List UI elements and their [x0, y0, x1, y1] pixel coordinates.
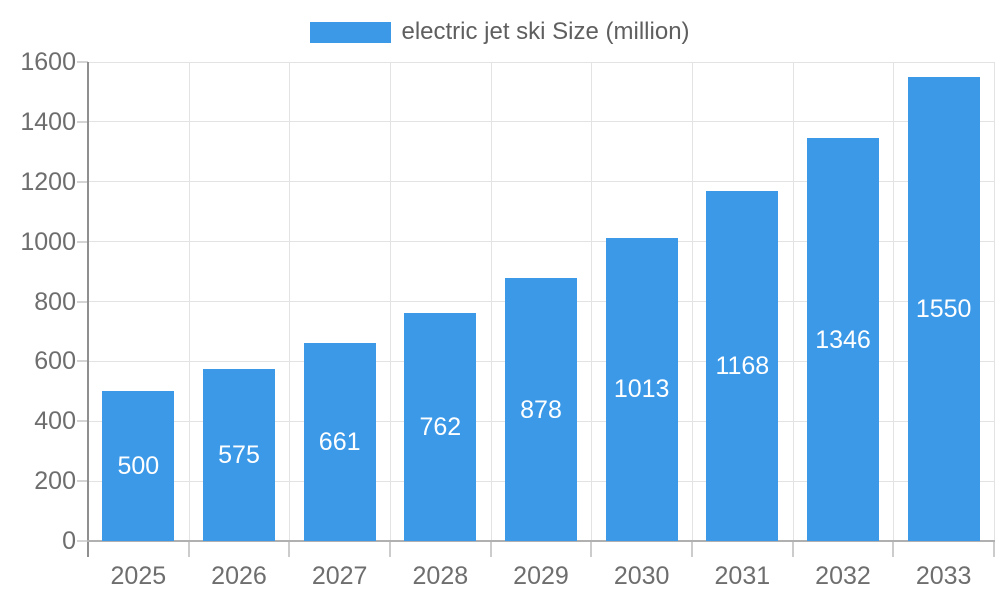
x-tick — [489, 542, 492, 557]
v-gridline — [792, 62, 794, 541]
legend-label: electric jet ski Size (million) — [401, 18, 690, 45]
y-tick-label: 200 — [34, 467, 76, 496]
legend-swatch — [310, 21, 392, 43]
bar-value-label: 1346 — [815, 325, 871, 354]
y-tick — [77, 420, 88, 423]
y-tick-label: 400 — [34, 407, 76, 436]
x-tick — [791, 542, 794, 557]
y-tick-label: 600 — [34, 347, 76, 376]
x-tick — [691, 542, 693, 557]
v-gridline — [289, 62, 291, 541]
x-tick-label: 2030 — [613, 562, 670, 590]
x-tick-label: 2033 — [915, 562, 972, 590]
x-axis-line — [87, 540, 995, 542]
y-tick-label: 800 — [34, 287, 76, 316]
bar-value-label: 1013 — [613, 375, 670, 404]
bar-value-label: 500 — [117, 452, 160, 481]
y-tick — [77, 480, 88, 483]
y-tick-label: 1200 — [20, 167, 76, 196]
y-tick-label: 1000 — [20, 227, 76, 256]
bar-value-label: 878 — [520, 395, 562, 424]
x-tick-label: 2027 — [311, 562, 368, 590]
x-tick-label: 2032 — [815, 562, 871, 590]
bar — [706, 191, 779, 541]
v-gridline — [591, 62, 593, 541]
x-tick-label: 2031 — [714, 562, 771, 590]
y-tick-label: 1400 — [20, 107, 76, 136]
x-tick-label: 2028 — [412, 562, 469, 590]
y-tick — [77, 360, 88, 363]
bar-value-label: 762 — [419, 412, 462, 441]
x-tick — [993, 542, 995, 557]
bar — [203, 368, 275, 541]
x-tick-label: 2025 — [110, 562, 167, 590]
h-gridline — [88, 241, 994, 243]
y-tick — [77, 61, 88, 63]
bar-value-label: 1168 — [715, 352, 770, 381]
x-tick — [590, 542, 593, 557]
x-tick — [187, 542, 190, 557]
x-tick — [288, 542, 291, 557]
y-tick-label: 1600 — [20, 48, 76, 76]
bar — [404, 312, 477, 541]
v-gridline — [490, 62, 492, 541]
y-tick — [77, 180, 88, 183]
h-gridline — [88, 181, 994, 183]
y-axis-line — [87, 62, 89, 557]
bar-value-label: 575 — [218, 440, 260, 469]
bar — [102, 391, 175, 541]
x-tick — [389, 542, 391, 557]
bar — [907, 76, 980, 541]
x-tick-label: 2026 — [211, 562, 267, 590]
bar-value-label: 1550 — [915, 294, 972, 323]
x-tick — [892, 542, 895, 557]
v-gridline — [390, 62, 391, 541]
y-tick — [77, 540, 88, 542]
h-gridline — [88, 61, 994, 63]
h-gridline — [88, 121, 994, 123]
y-tick — [77, 120, 88, 123]
bar — [605, 237, 678, 541]
bar — [505, 278, 577, 541]
v-gridline — [188, 62, 190, 541]
bar — [303, 343, 376, 541]
y-tick — [77, 300, 88, 303]
y-tick-label: 0 — [62, 527, 76, 555]
bar — [807, 138, 879, 541]
y-tick — [77, 240, 88, 243]
v-gridline — [692, 62, 693, 541]
v-gridline — [893, 62, 895, 541]
x-tick-label: 2029 — [513, 562, 569, 590]
v-gridline — [994, 62, 995, 541]
bar-value-label: 661 — [318, 428, 361, 457]
legend: electric jet ski Size (million) — [0, 17, 1000, 47]
